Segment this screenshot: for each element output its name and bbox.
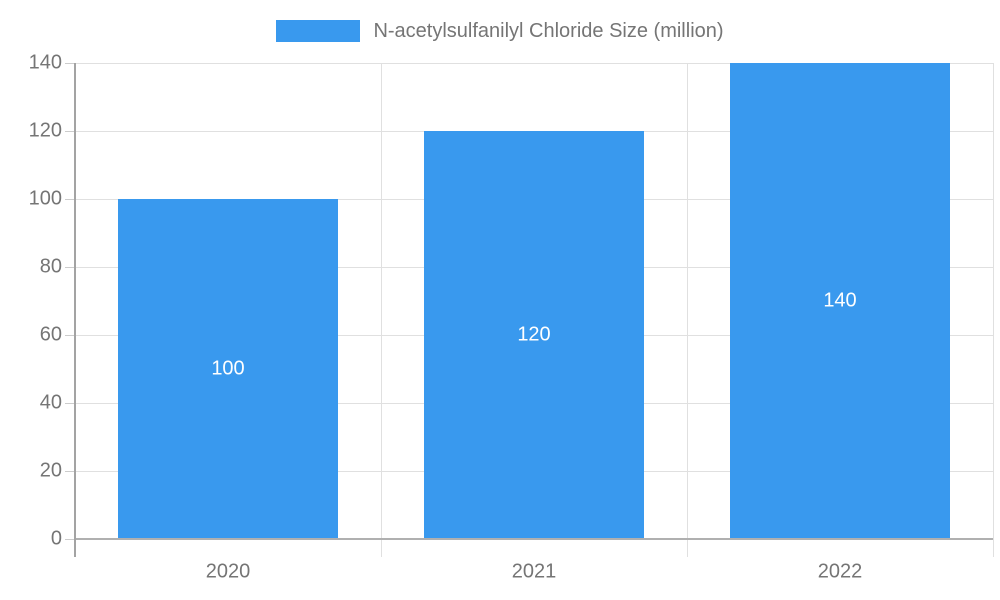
x-axis-line	[75, 538, 993, 540]
y-axis-tick-label: 0	[50, 527, 62, 550]
y-axis-line	[74, 63, 76, 557]
x-axis-label-2021: 2021	[511, 560, 557, 583]
x-gridline	[992, 63, 994, 557]
bar-2021[interactable]: 120	[424, 131, 644, 539]
y-axis-tick-label: 80	[39, 255, 62, 278]
y-axis-tick	[65, 538, 75, 540]
x-axis-label-2020: 2020	[205, 560, 251, 583]
y-axis-tick-label: 100	[28, 187, 62, 210]
legend-label: N-acetylsulfanilyl Chloride Size (millio…	[373, 20, 724, 42]
y-axis-tick	[65, 130, 75, 132]
y-axis-tick	[65, 470, 75, 472]
y-axis-tick-label: 140	[28, 51, 62, 74]
y-gridline	[75, 62, 993, 64]
y-axis-tick	[65, 266, 75, 268]
y-axis-tick-label: 20	[39, 459, 62, 482]
y-axis-tick-label: 60	[39, 323, 62, 346]
y-axis-tick	[65, 198, 75, 200]
legend-item[interactable]: N-acetylsulfanilyl Chloride Size (millio…	[276, 20, 724, 42]
bar-value-label: 100	[211, 357, 245, 380]
bar-value-label: 140	[823, 289, 857, 312]
chart-legend: N-acetylsulfanilyl Chloride Size (millio…	[0, 20, 1000, 42]
legend-swatch-icon	[276, 20, 361, 42]
x-gridline	[686, 63, 688, 557]
x-axis-label-2022: 2022	[817, 560, 863, 583]
bar-2022[interactable]: 140	[730, 63, 950, 539]
y-axis-tick-label: 40	[39, 391, 62, 414]
bar-2020[interactable]: 100	[118, 199, 338, 539]
y-axis-tick	[65, 402, 75, 404]
bar-value-label: 120	[517, 323, 551, 346]
y-axis-tick	[65, 334, 75, 336]
y-axis-tick-label: 120	[28, 119, 62, 142]
y-axis-tick	[65, 62, 75, 64]
plot-area: 100 120 140	[65, 62, 994, 557]
x-gridline	[380, 63, 382, 557]
